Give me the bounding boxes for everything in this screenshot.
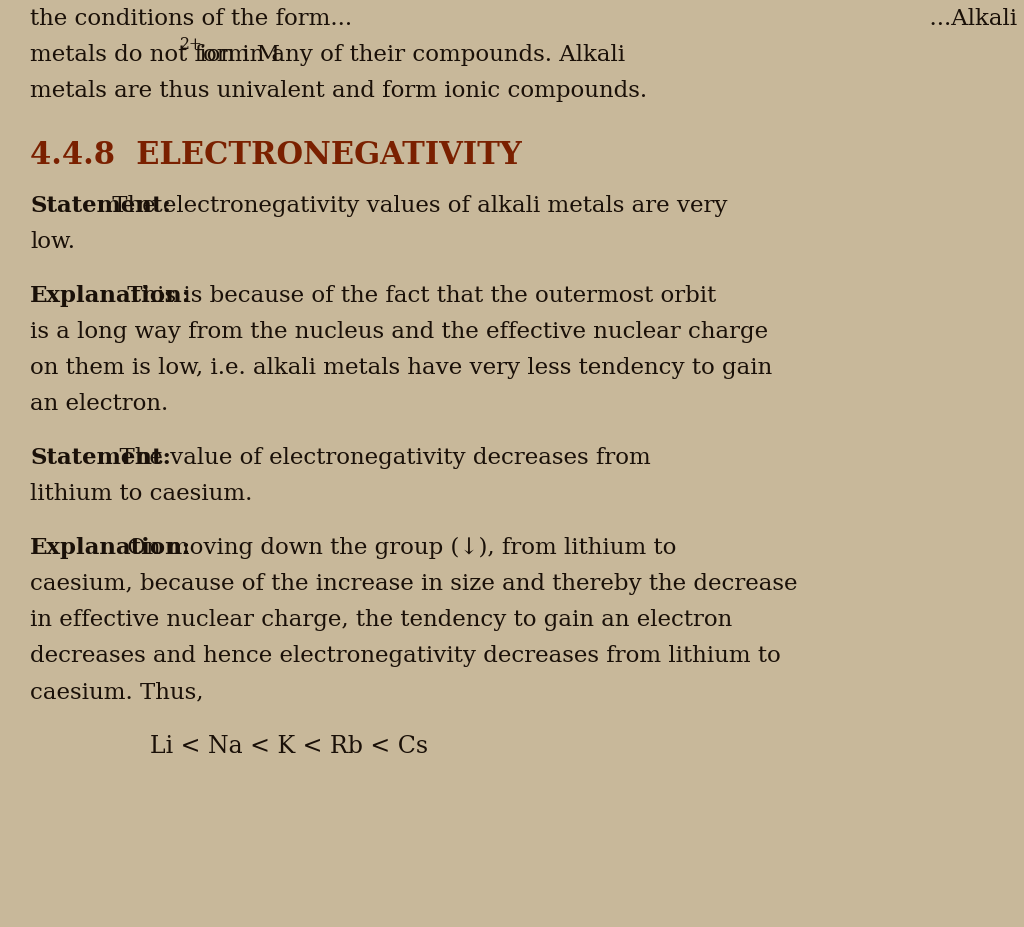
Text: This is because of the fact that the outermost orbit: This is because of the fact that the out… <box>120 285 717 307</box>
Text: an electron.: an electron. <box>30 393 168 415</box>
Text: Statement:: Statement: <box>30 447 171 469</box>
Text: Explanation:: Explanation: <box>30 285 191 307</box>
Text: metals are thus univalent and form ionic compounds.: metals are thus univalent and form ionic… <box>30 80 647 102</box>
Text: 2+: 2+ <box>180 36 203 53</box>
Text: Statement:: Statement: <box>30 195 171 217</box>
Text: 4.4.8  ELECTRONEGATIVITY: 4.4.8 ELECTRONEGATIVITY <box>30 140 522 171</box>
Text: ion in any of their compounds. Alkali: ion in any of their compounds. Alkali <box>193 44 626 66</box>
Text: the conditions of the form...: the conditions of the form... <box>30 8 352 30</box>
Text: Li < Na < K < Rb < Cs: Li < Na < K < Rb < Cs <box>150 735 428 758</box>
Text: on them is low, i.e. alkali metals have very less tendency to gain: on them is low, i.e. alkali metals have … <box>30 357 772 379</box>
Text: ...Alkali: ...Alkali <box>248 8 1017 30</box>
Text: metals do not form M: metals do not form M <box>30 44 280 66</box>
Text: On moving down the group (↓), from lithium to: On moving down the group (↓), from lithi… <box>120 537 677 559</box>
Text: caesium, because of the increase in size and thereby the decrease: caesium, because of the increase in size… <box>30 573 798 595</box>
Text: lithium to caesium.: lithium to caesium. <box>30 483 252 505</box>
Text: Explanation:: Explanation: <box>30 537 191 559</box>
Text: is a long way from the nucleus and the effective nuclear charge: is a long way from the nucleus and the e… <box>30 321 768 343</box>
Text: caesium. Thus,: caesium. Thus, <box>30 681 204 703</box>
Text: The electronegativity values of alkali metals are very: The electronegativity values of alkali m… <box>105 195 728 217</box>
Text: decreases and hence electronegativity decreases from lithium to: decreases and hence electronegativity de… <box>30 645 780 667</box>
Text: The value of electronegativity decreases from: The value of electronegativity decreases… <box>105 447 651 469</box>
Text: in effective nuclear charge, the tendency to gain an electron: in effective nuclear charge, the tendenc… <box>30 609 732 631</box>
Text: low.: low. <box>30 231 75 253</box>
